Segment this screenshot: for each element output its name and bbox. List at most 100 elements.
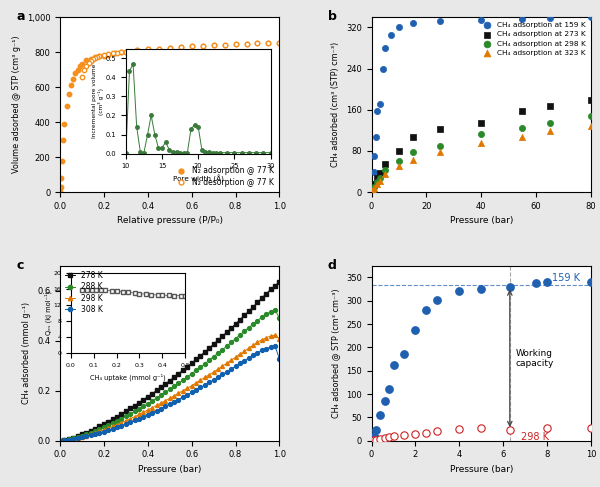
Point xyxy=(410,326,420,334)
N₂ adsorption @ 77 K xyxy=(122,49,130,55)
N₂ adsorption @ 77 K xyxy=(59,158,66,164)
CH₄ adsorption at 323 K xyxy=(370,184,379,192)
N₂ desorption @ 77 K xyxy=(94,54,101,59)
288 K xyxy=(271,307,278,313)
N₂ desorption @ 77 K xyxy=(210,42,217,48)
N₂ adsorption @ 77 K xyxy=(96,54,103,59)
Point xyxy=(422,306,431,314)
298 K xyxy=(122,418,130,424)
CH₄ adsorption at 298 K xyxy=(394,157,404,165)
Point xyxy=(410,430,420,438)
CH₄ adsorption at 273 K xyxy=(545,102,554,110)
Line: 288 K: 288 K xyxy=(58,308,281,443)
N₂ desorption @ 77 K xyxy=(96,53,103,59)
Y-axis label: CH₄ adsorbed @ STP (cm³ cm⁻³): CH₄ adsorbed @ STP (cm³ cm⁻³) xyxy=(331,288,340,418)
278 K xyxy=(214,337,221,343)
308 K xyxy=(201,382,208,388)
298 K xyxy=(104,425,112,431)
Line: N₂ desorption @ 77 K: N₂ desorption @ 77 K xyxy=(80,40,281,79)
N₂ adsorption @ 77 K xyxy=(70,76,77,82)
N₂ adsorption @ 77 K xyxy=(144,47,151,53)
278 K xyxy=(201,349,208,355)
N₂ desorption @ 77 K xyxy=(188,43,195,49)
308 K xyxy=(214,375,221,380)
N₂ adsorption @ 77 K xyxy=(59,137,67,143)
CH₄ adsorption at 273 K xyxy=(370,181,379,188)
CH₄ adsorption at 273 K xyxy=(375,169,385,176)
CH₄ adsorption at 323 K xyxy=(545,128,554,135)
N₂ desorption @ 77 K xyxy=(113,50,121,56)
CH₄ adsorption at 159 K xyxy=(586,13,596,21)
298 K xyxy=(214,366,221,372)
CH₄ adsorption at 159 K xyxy=(394,23,404,31)
N₂ desorption @ 77 K xyxy=(265,40,272,46)
N₂ adsorption @ 77 K xyxy=(79,61,86,67)
Line: 298 K: 298 K xyxy=(58,333,281,443)
N₂ adsorption @ 77 K xyxy=(56,188,64,194)
N₂ adsorption @ 77 K xyxy=(118,50,125,56)
CH₄ adsorption at 298 K xyxy=(586,112,596,120)
Y-axis label: Volume adsorbed @ STP (cm³ g⁻¹): Volume adsorbed @ STP (cm³ g⁻¹) xyxy=(12,36,21,173)
Text: b: b xyxy=(328,10,337,23)
N₂ desorption @ 77 K xyxy=(85,60,92,66)
CH₄ adsorption at 273 K xyxy=(372,174,382,182)
N₂ adsorption @ 77 K xyxy=(199,43,206,49)
CH₄ adsorption at 273 K xyxy=(518,107,527,114)
N₂ desorption @ 77 K xyxy=(221,41,228,47)
CH₄ adsorption at 323 K xyxy=(372,181,382,188)
Point xyxy=(376,411,385,419)
Point xyxy=(369,432,379,440)
288 K xyxy=(214,350,221,356)
298 K xyxy=(201,375,208,380)
N₂ desorption @ 77 K xyxy=(276,39,283,45)
N₂ desorption @ 77 K xyxy=(118,50,125,56)
N₂ desorption @ 77 K xyxy=(144,47,151,53)
CH₄ adsorption at 159 K xyxy=(518,15,527,22)
X-axis label: Pressure (bar): Pressure (bar) xyxy=(138,465,202,474)
278 K xyxy=(276,279,283,285)
308 K xyxy=(276,356,283,362)
Point xyxy=(433,428,442,435)
Point xyxy=(505,283,515,291)
N₂ desorption @ 77 K xyxy=(80,68,88,74)
N₂ desorption @ 77 K xyxy=(155,46,163,52)
Point xyxy=(400,351,409,358)
N₂ adsorption @ 77 K xyxy=(67,82,74,88)
Point xyxy=(542,278,552,286)
N₂ adsorption @ 77 K xyxy=(133,47,140,53)
308 K xyxy=(104,427,112,433)
CH₄ adsorption at 273 K xyxy=(408,132,418,140)
CH₄ adsorption at 159 K xyxy=(476,16,486,23)
N₂ desorption @ 77 K xyxy=(122,49,130,55)
N₂ desorption @ 77 K xyxy=(199,43,206,49)
N₂ adsorption @ 77 K xyxy=(100,53,107,58)
CH₄ adsorption at 273 K xyxy=(394,147,404,155)
CH₄ adsorption at 159 K xyxy=(375,100,385,108)
CH₄ adsorption at 298 K xyxy=(380,167,390,174)
CH₄ adsorption at 298 K xyxy=(367,187,377,195)
N₂ adsorption @ 77 K xyxy=(210,42,217,48)
N₂ desorption @ 77 K xyxy=(87,58,94,64)
N₂ adsorption @ 77 K xyxy=(243,41,250,47)
N₂ adsorption @ 77 K xyxy=(104,52,112,57)
N₂ adsorption @ 77 K xyxy=(74,67,81,73)
Y-axis label: CH₄ adsorbed (cm³ (STP) cm⁻³): CH₄ adsorbed (cm³ (STP) cm⁻³) xyxy=(331,42,340,167)
X-axis label: Pressure (bar): Pressure (bar) xyxy=(449,465,513,474)
N₂ desorption @ 77 K xyxy=(100,52,107,58)
N₂ adsorption @ 77 K xyxy=(65,91,73,97)
CH₄ adsorption at 298 K xyxy=(476,131,486,138)
CH₄ adsorption at 298 K xyxy=(375,174,385,182)
N₂ adsorption @ 77 K xyxy=(111,51,118,56)
N₂ adsorption @ 77 K xyxy=(254,40,261,46)
N₂ adsorption @ 77 K xyxy=(232,41,239,47)
Line: 308 K: 308 K xyxy=(58,344,281,443)
N₂ adsorption @ 77 K xyxy=(188,43,195,49)
Line: 278 K: 278 K xyxy=(58,280,281,443)
CH₄ adsorption at 159 K xyxy=(378,65,388,73)
N₂ desorption @ 77 K xyxy=(79,74,86,79)
N₂ adsorption @ 77 K xyxy=(63,103,70,109)
Point xyxy=(586,278,596,286)
N₂ desorption @ 77 K xyxy=(92,55,99,60)
Point xyxy=(455,425,464,433)
CH₄ adsorption at 323 K xyxy=(436,148,445,156)
